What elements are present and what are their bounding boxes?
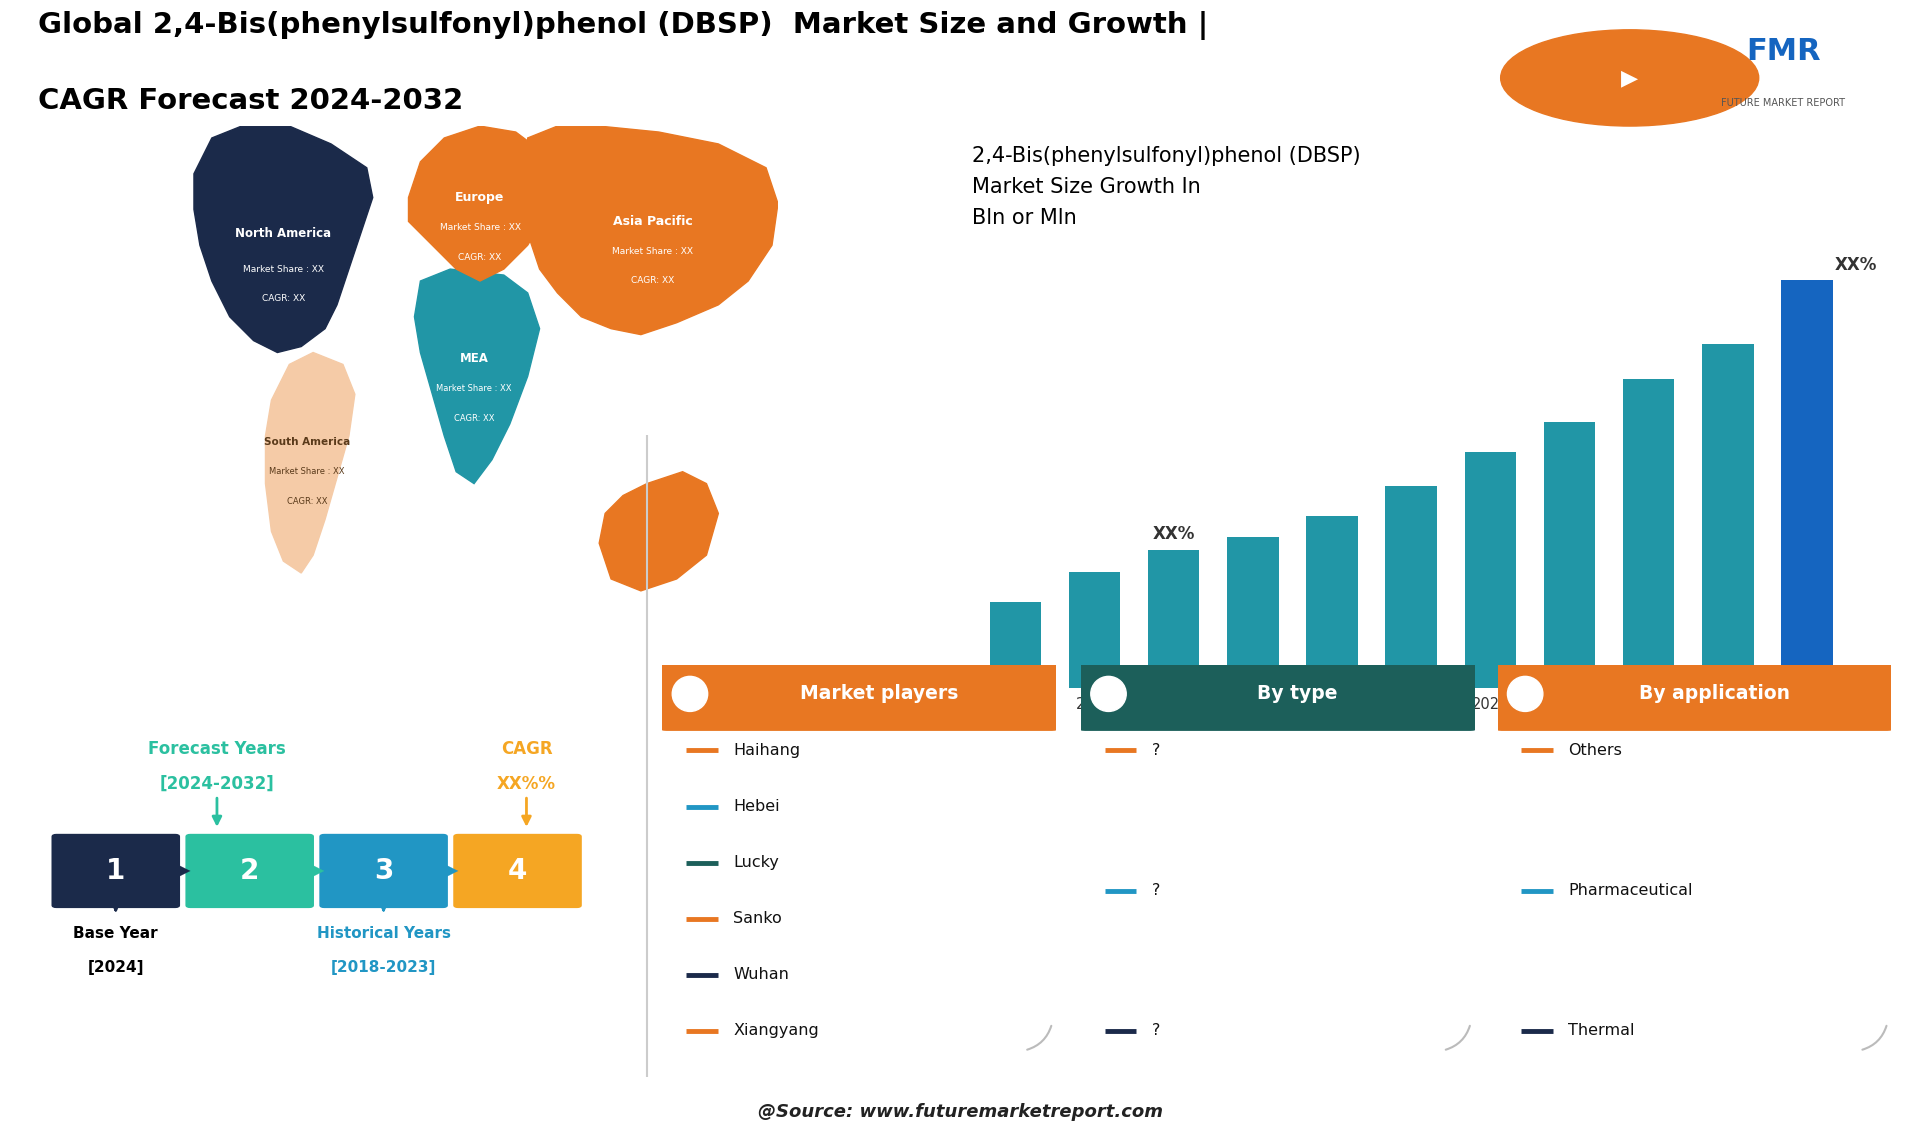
Text: FUTURE MARKET REPORT: FUTURE MARKET REPORT (1722, 99, 1845, 108)
FancyBboxPatch shape (1077, 720, 1478, 1058)
Polygon shape (522, 126, 778, 335)
Text: Market Share : XX: Market Share : XX (269, 468, 346, 477)
Text: [2024-2032]: [2024-2032] (159, 775, 275, 793)
Polygon shape (265, 353, 355, 573)
Circle shape (1091, 676, 1127, 712)
Bar (989, 602, 1041, 688)
FancyBboxPatch shape (186, 834, 315, 908)
Text: ?: ? (1152, 884, 1160, 898)
Text: CAGR: XX: CAGR: XX (261, 295, 305, 304)
Text: CAGR: XX: CAGR: XX (632, 276, 674, 285)
Text: Europe: Europe (455, 191, 505, 204)
Text: North America: North America (236, 227, 332, 240)
Text: Pharmaceutical: Pharmaceutical (1569, 884, 1693, 898)
Text: 2: 2 (240, 857, 259, 885)
Text: Haihang: Haihang (733, 743, 801, 758)
Bar (1306, 516, 1357, 688)
Text: 4: 4 (509, 857, 528, 885)
Bar (1622, 379, 1674, 688)
Bar (1782, 280, 1834, 688)
Text: By application: By application (1638, 684, 1789, 704)
Text: Global 2,4-Bis(phenylsulfonyl)phenol (DBSP)  Market Size and Growth |: Global 2,4-Bis(phenylsulfonyl)phenol (DB… (38, 11, 1210, 40)
Text: Market Share : XX: Market Share : XX (612, 246, 693, 256)
Text: CAGR Forecast 2024-2032: CAGR Forecast 2024-2032 (38, 87, 463, 115)
FancyBboxPatch shape (1494, 720, 1895, 1058)
Text: Others: Others (1569, 743, 1622, 758)
Text: [2018-2023]: [2018-2023] (330, 960, 436, 975)
Circle shape (1501, 30, 1759, 126)
Text: XX%: XX% (1152, 525, 1194, 542)
Text: XX%: XX% (1836, 256, 1878, 274)
Text: 2,4-Bis(phenylsulfonyl)phenol (DBSP)
Market Size Growth In
Bln or Mln: 2,4-Bis(phenylsulfonyl)phenol (DBSP) Mar… (972, 146, 1361, 228)
Text: Asia Pacific: Asia Pacific (612, 215, 693, 228)
Circle shape (1507, 676, 1544, 712)
Polygon shape (415, 269, 540, 484)
Bar (1148, 550, 1200, 688)
Text: [2024]: [2024] (88, 960, 144, 975)
Text: Forecast Years: Forecast Years (148, 740, 286, 759)
Text: Thermal: Thermal (1569, 1023, 1636, 1038)
Polygon shape (599, 472, 718, 591)
FancyBboxPatch shape (52, 834, 180, 908)
FancyBboxPatch shape (453, 834, 582, 908)
Text: CAGR: XX: CAGR: XX (459, 252, 501, 261)
Polygon shape (409, 126, 551, 281)
FancyBboxPatch shape (659, 720, 1060, 1058)
Text: Lucky: Lucky (733, 855, 780, 870)
Bar (1465, 452, 1517, 688)
Circle shape (672, 676, 708, 712)
Text: Market players: Market players (801, 684, 958, 704)
Text: Wuhan: Wuhan (733, 967, 789, 982)
Text: Sanko: Sanko (733, 911, 781, 926)
Text: CAGR: XX: CAGR: XX (286, 497, 328, 507)
Text: Base Year: Base Year (73, 926, 157, 941)
FancyBboxPatch shape (1490, 657, 1899, 731)
Text: 3: 3 (374, 857, 394, 885)
Text: ?: ? (1152, 743, 1160, 758)
Bar (1227, 537, 1279, 688)
Bar (1703, 345, 1753, 688)
Text: @Source: www.futuremarketreport.com: @Source: www.futuremarketreport.com (758, 1102, 1162, 1121)
FancyBboxPatch shape (1073, 657, 1482, 731)
Text: 1: 1 (106, 857, 125, 885)
Text: Hebei: Hebei (733, 799, 780, 814)
Text: South America: South America (265, 437, 349, 447)
Text: By type: By type (1258, 684, 1338, 704)
FancyBboxPatch shape (655, 657, 1064, 731)
Text: ?: ? (1152, 1023, 1160, 1038)
Text: Xiangyang: Xiangyang (733, 1023, 820, 1038)
Text: ▶: ▶ (1620, 68, 1638, 88)
Text: Market Share : XX: Market Share : XX (440, 222, 520, 231)
Bar (1386, 486, 1436, 688)
Text: FMR: FMR (1745, 37, 1820, 66)
FancyBboxPatch shape (319, 834, 447, 908)
Polygon shape (194, 126, 372, 353)
Text: Historical Years: Historical Years (317, 926, 451, 941)
Bar (1069, 572, 1119, 688)
Text: Market Share : XX: Market Share : XX (242, 265, 324, 274)
Text: MEA: MEA (459, 352, 488, 364)
Text: CAGR: XX: CAGR: XX (453, 414, 493, 423)
Text: CAGR: CAGR (501, 740, 553, 759)
Text: XX%%: XX%% (497, 775, 557, 793)
Text: Market Share : XX: Market Share : XX (436, 384, 513, 393)
Bar (1544, 422, 1596, 688)
